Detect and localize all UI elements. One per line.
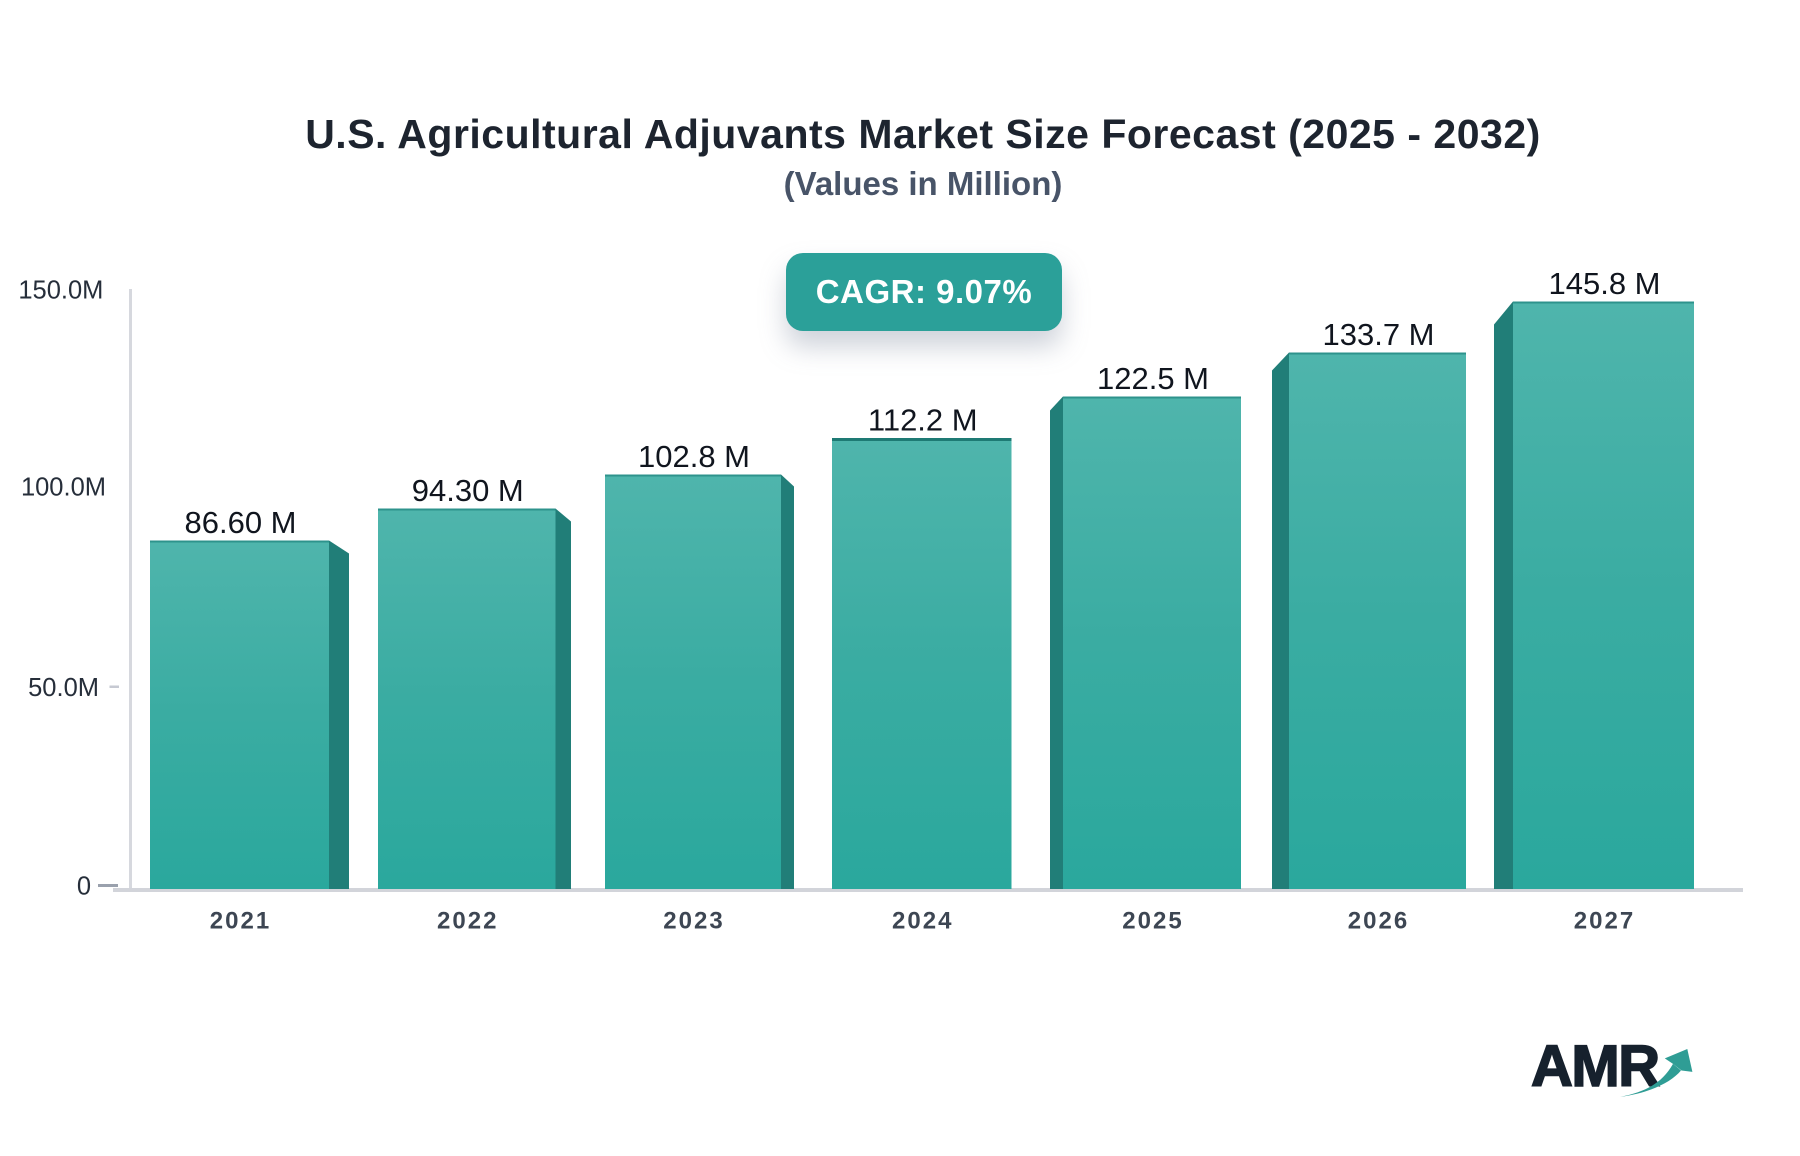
svg-text:2022: 2022 (437, 908, 498, 935)
svg-text:145.8 M: 145.8 M (1548, 266, 1660, 301)
svg-text:0: 0 (77, 873, 91, 901)
svg-text:50.0M: 50.0M (28, 674, 99, 702)
svg-text:102.8 M: 102.8 M (638, 439, 750, 474)
svg-text:AMR: AMR (1531, 1034, 1659, 1099)
svg-text:2025: 2025 (1122, 908, 1183, 935)
svg-text:2024: 2024 (892, 908, 953, 935)
svg-text:2026: 2026 (1348, 908, 1409, 935)
svg-text:2023: 2023 (663, 908, 724, 935)
svg-text:2021: 2021 (210, 908, 271, 935)
svg-text:112.2 M: 112.2 M (868, 403, 978, 438)
svg-text:133.7 M: 133.7 M (1322, 317, 1434, 352)
svg-text:2027: 2027 (1574, 908, 1635, 935)
svg-text:94.30 M: 94.30 M (412, 473, 524, 508)
svg-text:122.5 M: 122.5 M (1097, 361, 1209, 396)
svg-text:86.60 M: 86.60 M (184, 505, 296, 540)
svg-text:150.0M: 150.0M (18, 277, 103, 305)
svg-text:100.0M: 100.0M (21, 474, 106, 502)
